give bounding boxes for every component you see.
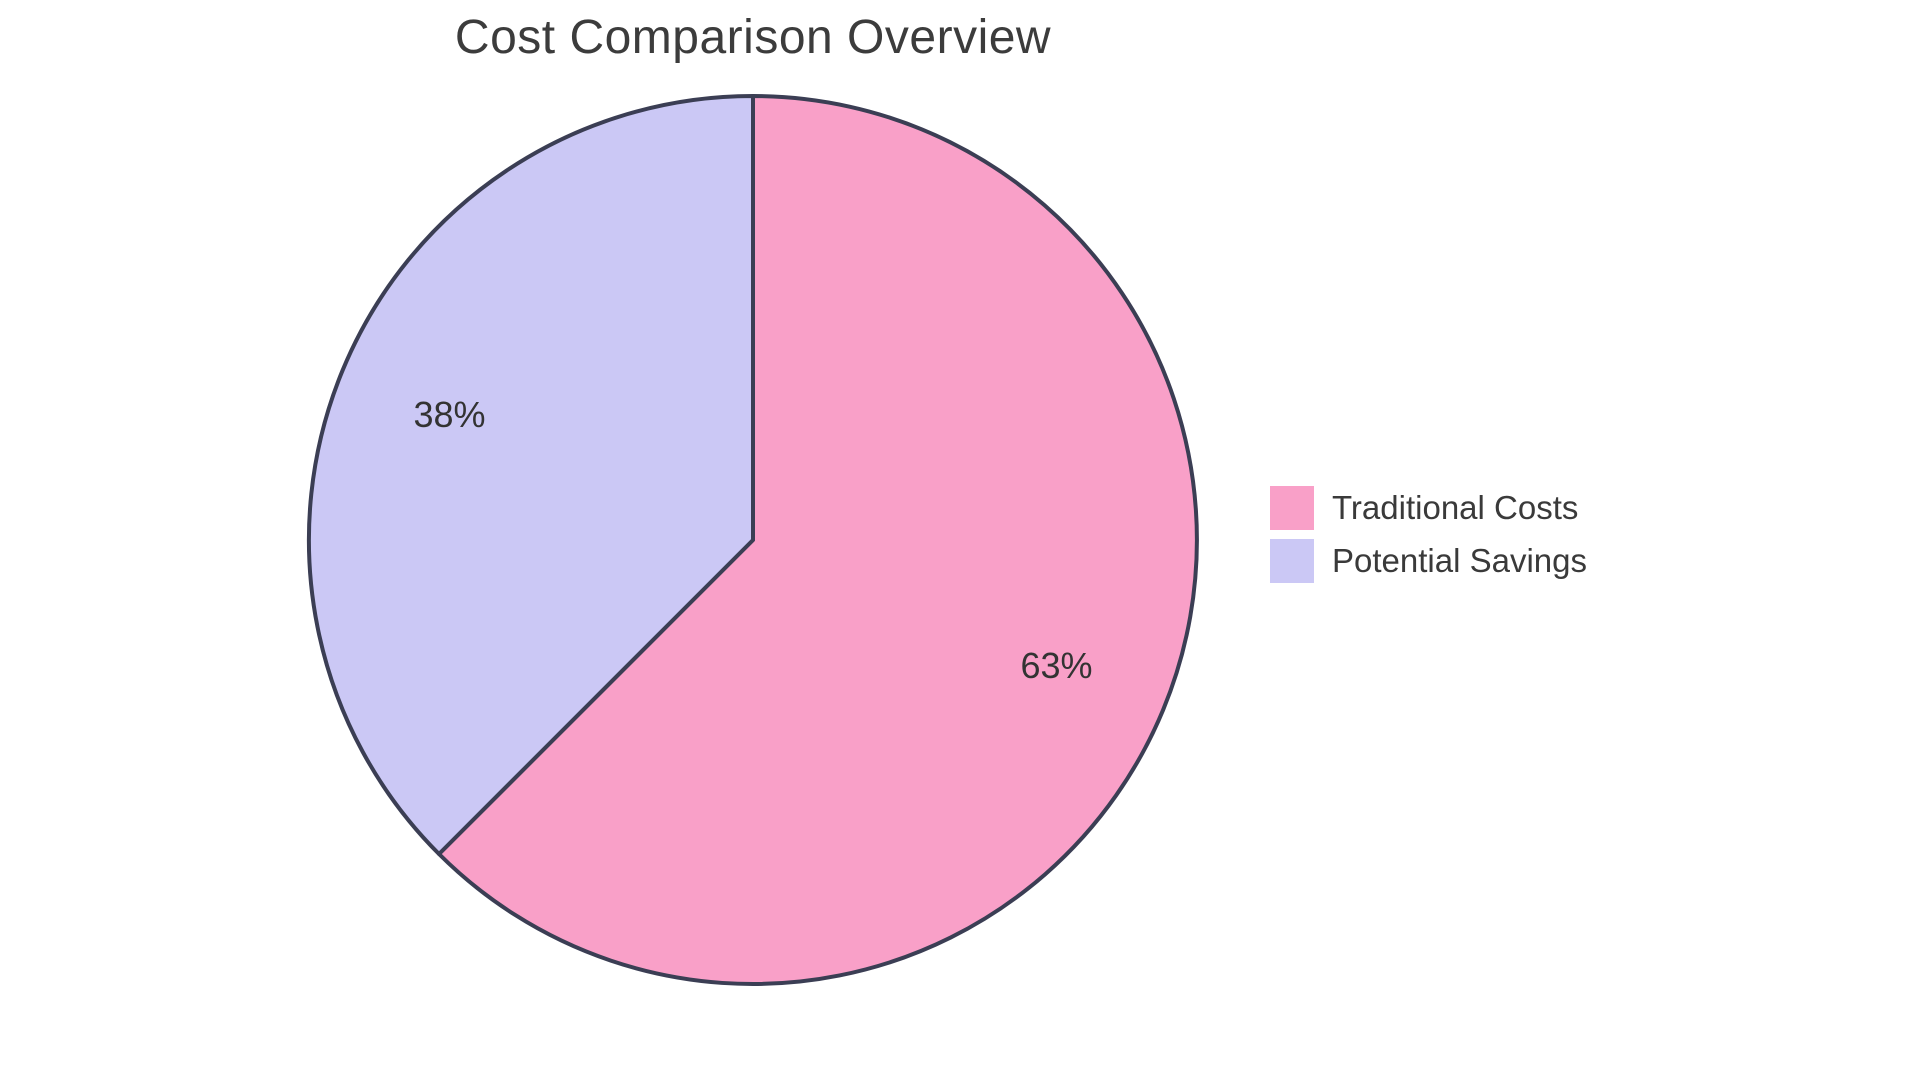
pie-slice-traditional-costs xyxy=(437,94,1199,986)
legend-item-traditional-costs: Traditional Costs xyxy=(1270,486,1587,530)
legend-label-traditional-costs: Traditional Costs xyxy=(1332,489,1579,526)
legend-label-potential-savings: Potential Savings xyxy=(1332,542,1587,579)
pie-slice-percent-label-traditional-costs: 63% xyxy=(1020,645,1092,686)
legend: Traditional Costs Potential Savings xyxy=(1270,486,1587,583)
chart-title: Cost Comparison Overview xyxy=(454,11,1052,64)
legend-swatch-potential-savings xyxy=(1270,539,1314,583)
legend-item-potential-savings: Potential Savings xyxy=(1270,539,1587,583)
pie-slice-percent-label-potential-savings: 38% xyxy=(413,394,485,435)
pie-slice-potential-savings xyxy=(306,94,755,856)
legend-swatch-traditional-costs xyxy=(1270,486,1314,530)
